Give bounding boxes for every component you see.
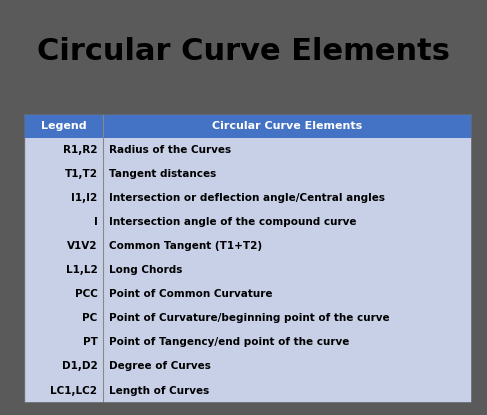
Text: D1,D2: D1,D2: [62, 361, 97, 371]
Text: Intersection or deflection angle/Central angles: Intersection or deflection angle/Central…: [110, 193, 386, 203]
Text: Circular Curve Elements: Circular Curve Elements: [212, 121, 363, 131]
Text: Point of Tangency/end point of the curve: Point of Tangency/end point of the curve: [110, 337, 350, 347]
Text: Point of Common Curvature: Point of Common Curvature: [110, 289, 273, 299]
Text: T1,T2: T1,T2: [64, 169, 97, 179]
Text: R1,R2: R1,R2: [63, 145, 97, 155]
FancyBboxPatch shape: [24, 114, 472, 403]
Text: Legend: Legend: [41, 121, 86, 131]
Text: Degree of Curves: Degree of Curves: [110, 361, 211, 371]
Text: PT: PT: [82, 337, 97, 347]
Text: L1,L2: L1,L2: [66, 265, 97, 276]
Text: PC: PC: [82, 313, 97, 323]
Text: Length of Curves: Length of Curves: [110, 386, 210, 395]
Text: Long Chords: Long Chords: [110, 265, 183, 276]
Text: Circular Curve Elements: Circular Curve Elements: [37, 37, 450, 66]
FancyBboxPatch shape: [24, 114, 472, 138]
Text: Intersection angle of the compound curve: Intersection angle of the compound curve: [110, 217, 357, 227]
Text: V1V2: V1V2: [67, 241, 97, 251]
Text: PCC: PCC: [75, 289, 97, 299]
Text: Point of Curvature/beginning point of the curve: Point of Curvature/beginning point of th…: [110, 313, 390, 323]
Text: Tangent distances: Tangent distances: [110, 169, 217, 179]
Text: LC1,LC2: LC1,LC2: [50, 386, 97, 395]
Text: I1,I2: I1,I2: [71, 193, 97, 203]
Text: I: I: [94, 217, 97, 227]
Text: Common Tangent (T1+T2): Common Tangent (T1+T2): [110, 241, 262, 251]
Text: Radius of the Curves: Radius of the Curves: [110, 145, 232, 155]
